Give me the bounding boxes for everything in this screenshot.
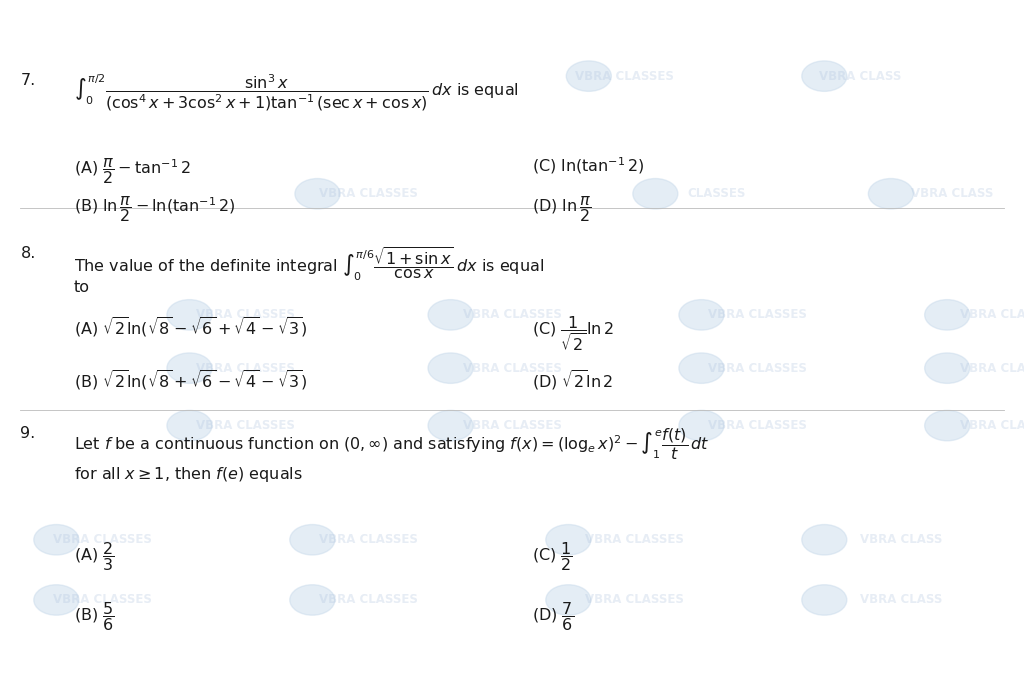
Text: (D) $\sqrt{2}\ln 2$: (D) $\sqrt{2}\ln 2$ [532, 368, 613, 392]
Text: (C) $\ln(\tan^{-1} 2)$: (C) $\ln(\tan^{-1} 2)$ [532, 156, 645, 176]
Circle shape [925, 410, 970, 441]
Text: (A) $\dfrac{2}{3}$: (A) $\dfrac{2}{3}$ [74, 540, 115, 573]
Circle shape [167, 300, 212, 330]
Circle shape [546, 525, 591, 555]
Text: VBRA CLASSES: VBRA CLASSES [709, 362, 807, 374]
Circle shape [802, 585, 847, 615]
Text: VBRA CLASS: VBRA CLASS [911, 188, 993, 200]
Text: VBRA CLASSES: VBRA CLASSES [586, 594, 684, 606]
Circle shape [428, 300, 473, 330]
Circle shape [34, 585, 79, 615]
Circle shape [679, 410, 724, 441]
Text: VBRA CLASSES: VBRA CLASSES [319, 188, 418, 200]
Text: to: to [74, 280, 90, 295]
Text: (B) $\dfrac{5}{6}$: (B) $\dfrac{5}{6}$ [74, 600, 115, 633]
Circle shape [925, 353, 970, 383]
Text: VBRA CLASSES: VBRA CLASSES [197, 362, 295, 374]
Circle shape [633, 179, 678, 209]
Text: VBRA CLASSES: VBRA CLASSES [709, 419, 807, 432]
Text: (A) $\dfrac{\pi}{2} - \tan^{-1} 2$: (A) $\dfrac{\pi}{2} - \tan^{-1} 2$ [74, 156, 190, 185]
Text: VBRA CLASS: VBRA CLASS [819, 70, 901, 82]
Circle shape [679, 300, 724, 330]
Circle shape [802, 61, 847, 91]
Text: VBRA CLASS: VBRA CLASS [860, 534, 942, 546]
Text: $\int_0^{\pi/2} \dfrac{\sin^3 x}{(\cos^4 x+3\cos^2 x+1)\tan^{-1}(\sec x+\cos x)}: $\int_0^{\pi/2} \dfrac{\sin^3 x}{(\cos^4… [74, 73, 518, 113]
Circle shape [428, 353, 473, 383]
Circle shape [167, 353, 212, 383]
Text: VBRA CLASSES: VBRA CLASSES [53, 534, 152, 546]
Text: VBRA CLASSES: VBRA CLASSES [319, 594, 418, 606]
Circle shape [546, 585, 591, 615]
Text: 7.: 7. [20, 73, 36, 88]
Text: (A) $\sqrt{2}\ln(\sqrt{8} - \sqrt{6} + \sqrt{4} - \sqrt{3})$: (A) $\sqrt{2}\ln(\sqrt{8} - \sqrt{6} + \… [74, 315, 307, 339]
Circle shape [290, 585, 335, 615]
Text: VBRA CLASSES: VBRA CLASSES [463, 419, 561, 432]
Text: VBRA CLASSES: VBRA CLASSES [319, 534, 418, 546]
Text: (D) $\ln\dfrac{\pi}{2}$: (D) $\ln\dfrac{\pi}{2}$ [532, 194, 592, 224]
Circle shape [295, 179, 340, 209]
Text: (B) $\ln\dfrac{\pi}{2} - \ln(\tan^{-1} 2)$: (B) $\ln\dfrac{\pi}{2} - \ln(\tan^{-1} 2… [74, 194, 236, 224]
Text: VBRA CLASSES: VBRA CLASSES [53, 594, 152, 606]
Text: VBRA CLASSES: VBRA CLASSES [197, 309, 295, 321]
Circle shape [566, 61, 611, 91]
Text: VBRA CLASSES: VBRA CLASSES [463, 309, 561, 321]
Circle shape [290, 525, 335, 555]
Text: (D) $\dfrac{7}{6}$: (D) $\dfrac{7}{6}$ [532, 600, 574, 633]
Circle shape [679, 353, 724, 383]
Text: (C) $\dfrac{1}{2}$: (C) $\dfrac{1}{2}$ [532, 540, 573, 573]
Text: VBRA CLASSES: VBRA CLASSES [197, 419, 295, 432]
Text: 8.: 8. [20, 246, 36, 261]
Text: VBRA CLASS: VBRA CLASS [860, 594, 942, 606]
Circle shape [925, 300, 970, 330]
Text: for all $x \geq 1$, then $f(e)$ equals: for all $x \geq 1$, then $f(e)$ equals [74, 465, 302, 484]
Circle shape [428, 410, 473, 441]
Text: The value of the definite integral $\int_0^{\pi/6} \dfrac{\sqrt{1+\sin x}}{\cos : The value of the definite integral $\int… [74, 246, 544, 283]
Text: (C) $\dfrac{1}{\sqrt{2}}\ln 2$: (C) $\dfrac{1}{\sqrt{2}}\ln 2$ [532, 315, 614, 354]
Text: VBRA CLASSES: VBRA CLASSES [709, 309, 807, 321]
Text: VBRA CLA: VBRA CLA [961, 419, 1024, 432]
Text: Let $f$ be a continuous function on $(0, \infty)$ and satisfying $f(x) = (\log_e: Let $f$ be a continuous function on $(0,… [74, 426, 710, 462]
Text: (B) $\sqrt{2}\ln(\sqrt{8} + \sqrt{6} - \sqrt{4} - \sqrt{3})$: (B) $\sqrt{2}\ln(\sqrt{8} + \sqrt{6} - \… [74, 368, 307, 392]
Text: 9.: 9. [20, 426, 36, 441]
Text: VBRA CLASSES: VBRA CLASSES [575, 70, 674, 82]
Text: VBRA CLA: VBRA CLA [961, 309, 1024, 321]
Text: VBRA CLASSES: VBRA CLASSES [586, 534, 684, 546]
Circle shape [868, 179, 913, 209]
Text: CLASSES: CLASSES [687, 188, 746, 200]
Circle shape [34, 525, 79, 555]
Text: VBRA CLA: VBRA CLA [961, 362, 1024, 374]
Text: VBRA CLASSES: VBRA CLASSES [463, 362, 561, 374]
Circle shape [167, 410, 212, 441]
Circle shape [802, 525, 847, 555]
